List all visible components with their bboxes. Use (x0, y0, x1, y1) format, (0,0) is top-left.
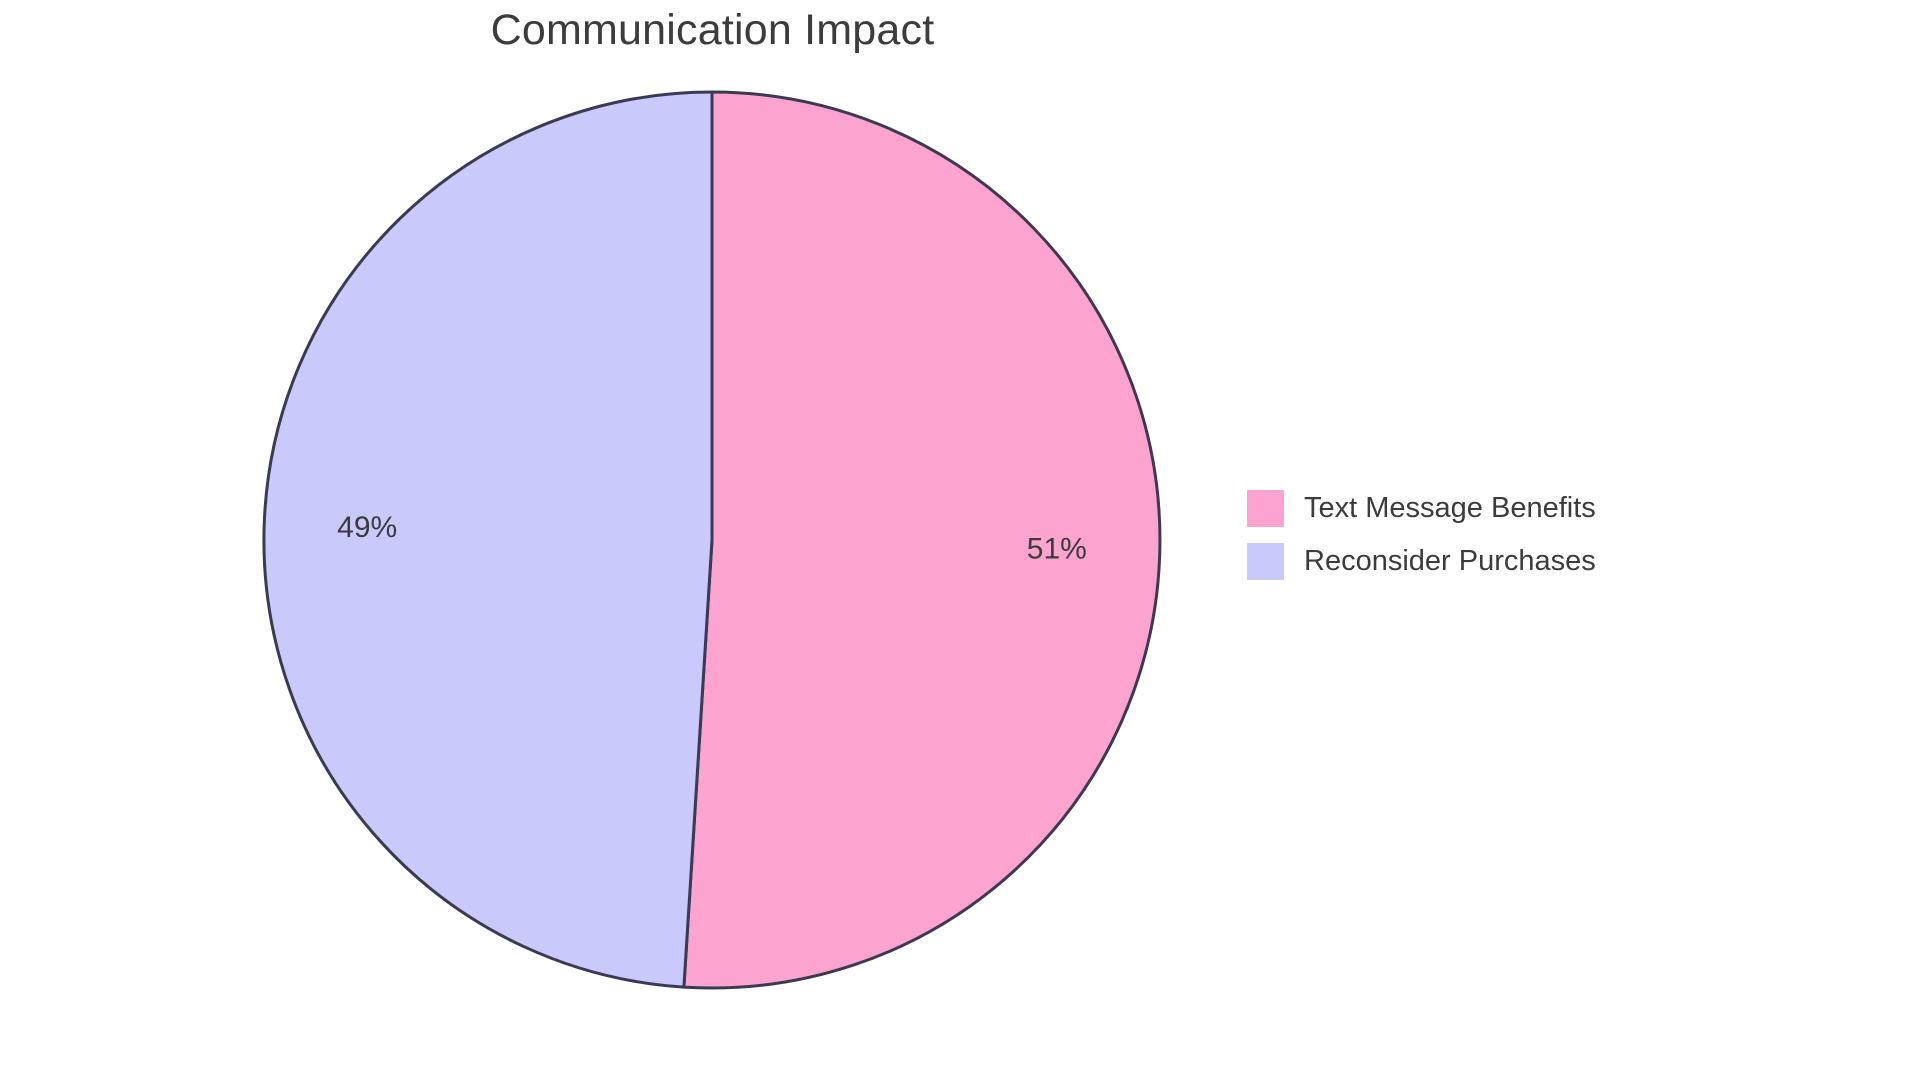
pie-plot-area: 51% 49% (262, 90, 1162, 990)
legend-item-label: Reconsider Purchases (1304, 545, 1596, 577)
pie-slice-reconsider-purchases[interactable] (262, 90, 714, 989)
legend-color-swatch-lavender (1247, 543, 1284, 580)
pie-slice-labels: 51% 49% (337, 511, 1087, 566)
legend-item-label: Text Message Benefits (1304, 492, 1596, 524)
legend-item-reconsider-purchases[interactable]: Reconsider Purchases (1247, 543, 1596, 580)
pie-slices (262, 90, 1162, 990)
legend-color-swatch-pink (1247, 490, 1284, 527)
legend-item-text-message-benefits[interactable]: Text Message Benefits (1247, 490, 1596, 527)
pie-slice-label-reconsider-purchases: 49% (337, 511, 397, 544)
pie-slice-text-message-benefits[interactable] (682, 90, 1162, 990)
chart-title: Communication Impact (490, 6, 935, 54)
pie-svg: 51% 49% (262, 90, 1162, 990)
chart-legend: Text Message Benefits Reconsider Purchas… (1247, 490, 1596, 580)
pie-slice-label-text-message-benefits: 51% (1027, 533, 1087, 566)
